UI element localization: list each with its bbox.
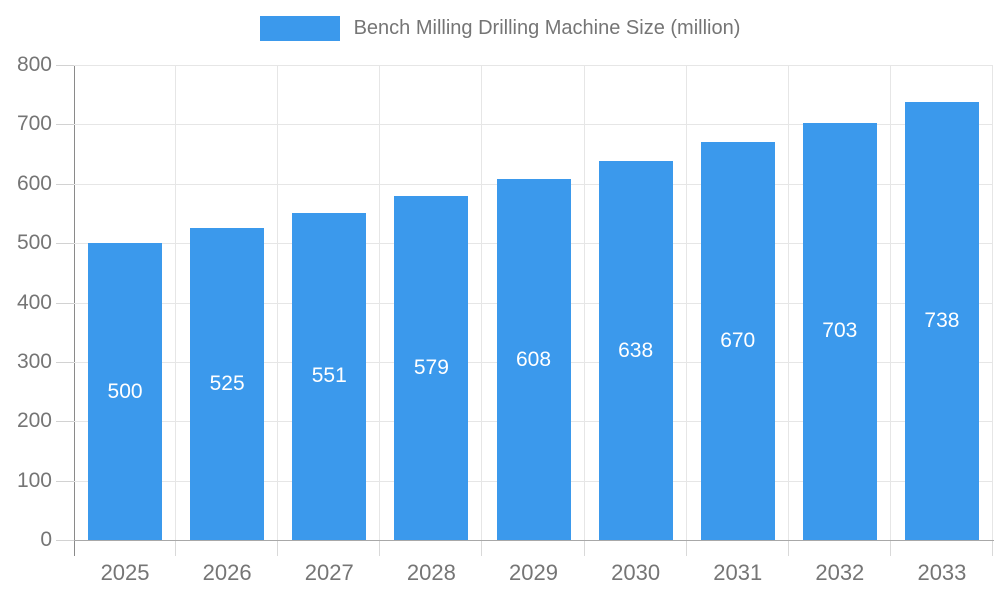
bar-value-label: 500 <box>107 379 143 403</box>
x-tick-label: 2027 <box>304 560 354 585</box>
x-tick-label: 2032 <box>815 560 865 585</box>
bar <box>700 142 775 540</box>
x-axis-tick <box>379 541 381 556</box>
bar-value-label: 608 <box>515 347 552 371</box>
y-tick-label: 700 <box>16 112 52 136</box>
y-axis-tick <box>56 124 74 126</box>
legend-label: Bench Milling Drilling Machine Size (mil… <box>353 17 741 39</box>
bar-value-label: 738 <box>924 308 960 332</box>
x-axis-tick <box>277 541 279 556</box>
x-tick-label: 2029 <box>509 560 558 585</box>
bar <box>88 243 163 540</box>
x-tick-label: 2025 <box>100 560 150 585</box>
y-tick-label: 100 <box>16 468 52 492</box>
y-axis-tick <box>56 302 74 304</box>
legend-item[interactable]: Bench Milling Drilling Machine Size (mil… <box>259 16 741 41</box>
bar-value-label: 670 <box>720 329 756 353</box>
bar <box>292 212 367 540</box>
bar <box>496 179 571 540</box>
v-gridline <box>583 65 585 540</box>
x-axis-tick <box>175 541 177 556</box>
plot-area <box>74 65 993 540</box>
x-axis-tick <box>992 541 993 556</box>
y-axis-tick <box>56 421 74 423</box>
v-gridline <box>175 65 177 540</box>
x-tick-label: 2030 <box>611 560 661 585</box>
y-tick-label: 200 <box>16 409 52 433</box>
y-axis-tick <box>56 243 74 245</box>
x-tick-label: 2031 <box>713 560 763 585</box>
bar-value-label: 638 <box>618 338 654 362</box>
x-axis-line <box>74 540 994 541</box>
v-gridline <box>889 65 891 540</box>
y-tick-label: 400 <box>16 290 52 314</box>
h-gridline <box>74 124 993 126</box>
y-axis-line <box>74 65 75 556</box>
v-gridline <box>992 65 993 540</box>
x-axis-tick <box>583 541 585 556</box>
bar <box>904 101 979 540</box>
v-gridline <box>685 65 687 540</box>
x-axis-tick <box>787 541 789 556</box>
y-tick-label: 0 <box>40 528 52 551</box>
bar <box>190 228 265 540</box>
x-axis-tick <box>481 541 483 556</box>
v-gridline <box>379 65 381 540</box>
y-tick-label: 500 <box>16 231 52 255</box>
x-axis-tick <box>889 541 891 556</box>
legend-swatch-icon <box>259 16 340 41</box>
v-gridline <box>481 65 483 540</box>
y-axis-tick <box>56 65 74 66</box>
v-gridline <box>787 65 789 540</box>
x-axis-tick <box>685 541 687 556</box>
bar <box>802 122 877 540</box>
y-axis-tick <box>56 540 74 541</box>
x-tick-label: 2028 <box>406 560 456 585</box>
bar <box>598 161 673 540</box>
bar-value-label: 551 <box>311 364 347 388</box>
x-tick-label: 2033 <box>917 560 967 585</box>
bar-value-label: 525 <box>209 372 245 396</box>
chart-legend: Bench Milling Drilling Machine Size (mil… <box>0 16 1000 41</box>
x-tick-label: 2026 <box>202 560 252 585</box>
bar <box>394 196 469 540</box>
bar-value-label: 703 <box>822 319 858 343</box>
y-tick-label: 600 <box>16 171 52 195</box>
y-axis-tick <box>56 361 74 363</box>
y-tick-label: 300 <box>16 349 52 373</box>
y-axis-tick <box>56 183 74 185</box>
y-axis-tick <box>56 480 74 482</box>
v-gridline <box>277 65 279 540</box>
y-tick-label: 800 <box>16 53 52 76</box>
h-gridline <box>74 65 993 66</box>
bar-value-label: 579 <box>413 356 449 380</box>
